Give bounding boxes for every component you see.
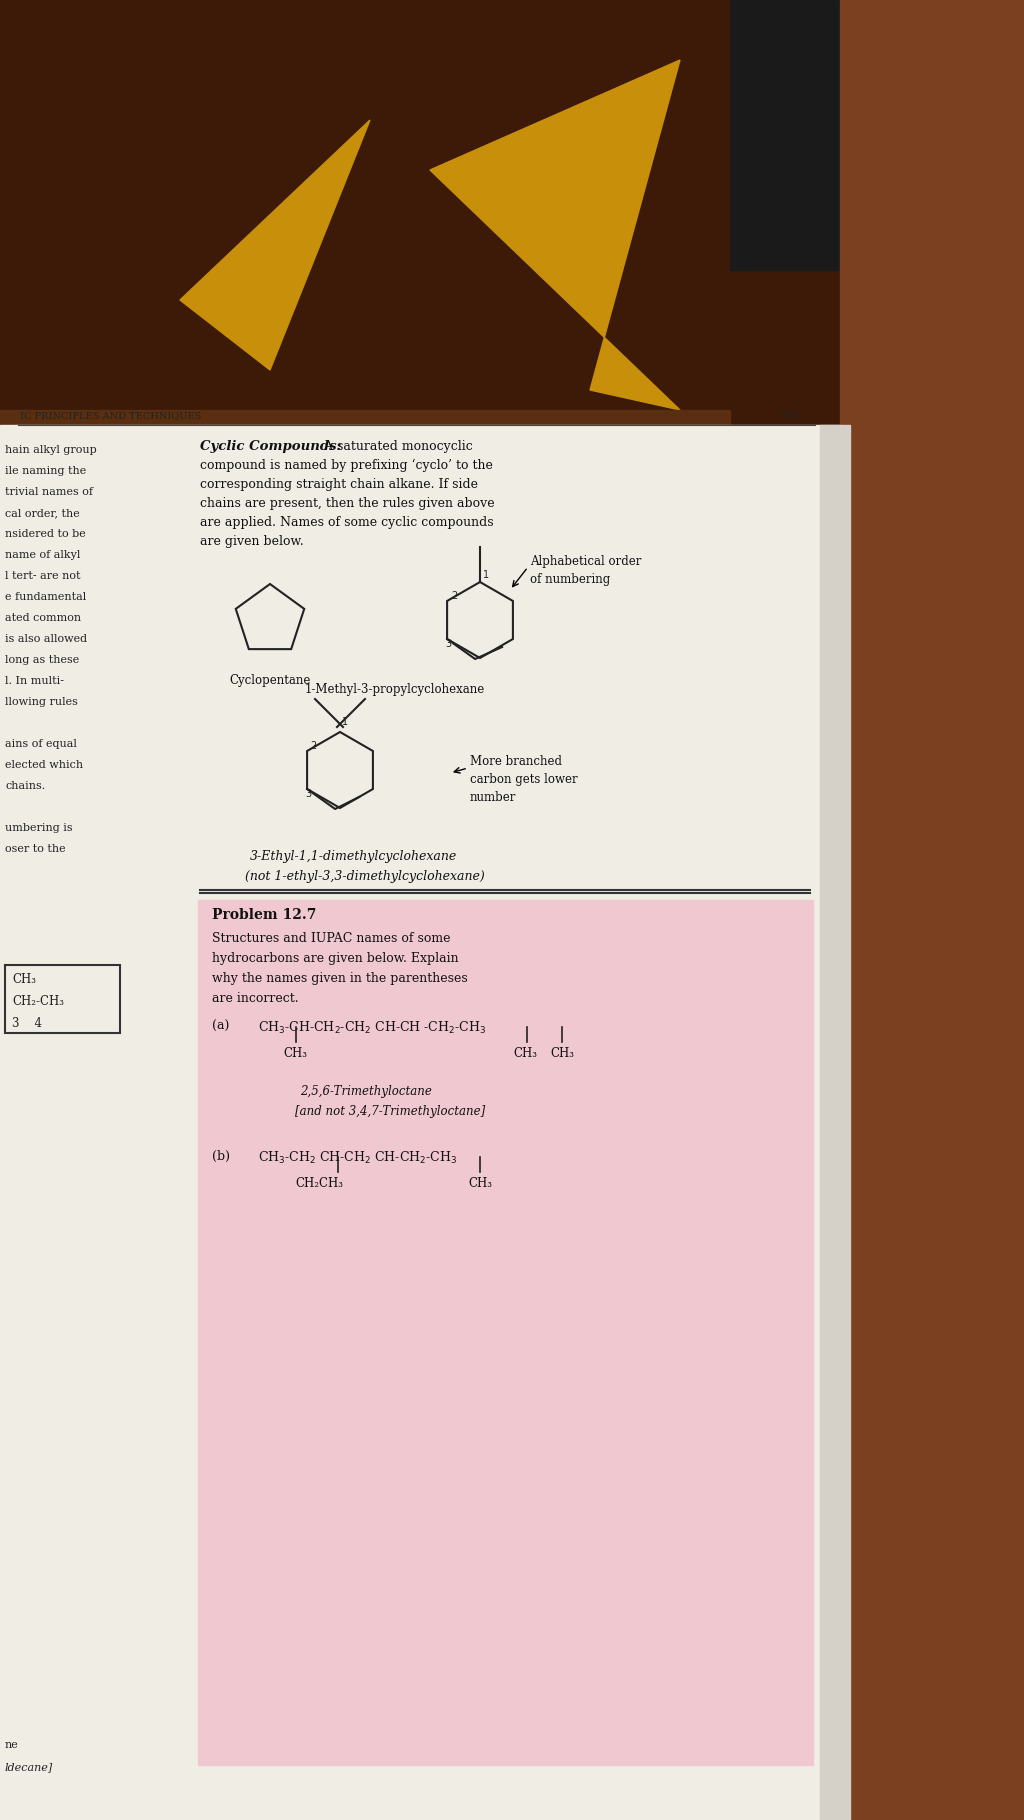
- Text: are applied. Names of some cyclic compounds: are applied. Names of some cyclic compou…: [200, 517, 494, 530]
- Text: Alphabetical order: Alphabetical order: [530, 555, 641, 568]
- Text: Cyclic Compounds:: Cyclic Compounds:: [200, 440, 341, 453]
- Bar: [198, 901, 813, 1765]
- Bar: [5, 965, 120, 1034]
- Text: CH$_3$-CH-CH$_2$-CH$_2$ CH-CH -CH$_2$-CH$_3$: CH$_3$-CH-CH$_2$-CH$_2$ CH-CH -CH$_2$-CH…: [258, 1019, 486, 1036]
- Text: IC PRINCIPLES AND TECHNIQUES: IC PRINCIPLES AND TECHNIQUES: [20, 411, 202, 420]
- Text: oser to the: oser to the: [5, 844, 66, 854]
- Text: corresponding straight chain alkane. If side: corresponding straight chain alkane. If …: [200, 479, 478, 491]
- Bar: [0, 410, 730, 490]
- Text: ldecane]: ldecane]: [5, 1762, 53, 1773]
- Text: CH₂CH₃: CH₂CH₃: [295, 1178, 343, 1190]
- Text: l. In multi-: l. In multi-: [5, 675, 63, 686]
- Text: 1: 1: [483, 570, 489, 581]
- Text: l tert- are not: l tert- are not: [5, 571, 81, 581]
- Text: ated common: ated common: [5, 613, 81, 622]
- Text: Cyclopentane: Cyclopentane: [229, 673, 310, 686]
- Bar: [820, 426, 850, 1820]
- Text: 2: 2: [452, 592, 458, 601]
- Text: 343: 343: [778, 410, 800, 420]
- Text: number: number: [470, 792, 516, 804]
- Text: hain alkyl group: hain alkyl group: [5, 446, 96, 455]
- Text: A saturated monocyclic: A saturated monocyclic: [319, 440, 473, 453]
- Text: ains of equal: ains of equal: [5, 739, 77, 750]
- Text: are given below.: are given below.: [200, 535, 304, 548]
- Bar: [0, 426, 840, 1820]
- Text: are incorrect.: are incorrect.: [212, 992, 299, 1005]
- Bar: [0, 0, 1024, 440]
- Text: why the names given in the parentheses: why the names given in the parentheses: [212, 972, 468, 985]
- Text: of numbering: of numbering: [530, 573, 610, 586]
- Text: 1: 1: [342, 717, 348, 726]
- Text: Structures and IUPAC names of some: Structures and IUPAC names of some: [212, 932, 451, 945]
- Text: 2: 2: [310, 741, 316, 752]
- Text: (a): (a): [212, 1019, 229, 1034]
- Text: name of alkyl: name of alkyl: [5, 550, 80, 561]
- Text: (b): (b): [212, 1150, 230, 1163]
- Text: 3: 3: [305, 790, 311, 799]
- Text: umbering is: umbering is: [5, 823, 73, 834]
- Text: chains.: chains.: [5, 781, 45, 792]
- Text: ile naming the: ile naming the: [5, 466, 86, 477]
- Text: 1-Methyl-3-propylcyclohexane: 1-Methyl-3-propylcyclohexane: [305, 682, 485, 695]
- Text: e fundamental: e fundamental: [5, 592, 86, 602]
- Text: CH₂-CH₃: CH₂-CH₃: [12, 996, 63, 1008]
- Text: chains are present, then the rules given above: chains are present, then the rules given…: [200, 497, 495, 510]
- Bar: [730, 0, 1024, 269]
- Text: Problem 12.7: Problem 12.7: [212, 908, 316, 923]
- Text: nsidered to be: nsidered to be: [5, 530, 86, 539]
- Text: long as these: long as these: [5, 655, 79, 664]
- Text: 2,5,6-Trimethyloctane: 2,5,6-Trimethyloctane: [300, 1085, 432, 1097]
- Text: CH₃: CH₃: [283, 1046, 307, 1059]
- Text: CH₃: CH₃: [12, 974, 36, 986]
- Bar: [840, 0, 1024, 1820]
- Text: cal order, the: cal order, the: [5, 508, 80, 519]
- Text: carbon gets lower: carbon gets lower: [470, 774, 578, 786]
- Text: CH$_3$-CH$_2$ CH-CH$_2$ CH-CH$_2$-CH$_3$: CH$_3$-CH$_2$ CH-CH$_2$ CH-CH$_2$-CH$_3$: [258, 1150, 458, 1167]
- Text: [and not 3,4,7-Trimethyloctane]: [and not 3,4,7-Trimethyloctane]: [295, 1105, 485, 1117]
- Text: 3: 3: [445, 639, 452, 650]
- Text: hydrocarbons are given below. Explain: hydrocarbons are given below. Explain: [212, 952, 459, 965]
- Text: 3    4: 3 4: [12, 1017, 42, 1030]
- Text: compound is named by prefixing ‘cyclo’ to the: compound is named by prefixing ‘cyclo’ t…: [200, 459, 493, 471]
- Text: elected which: elected which: [5, 761, 83, 770]
- Text: CH₃: CH₃: [513, 1046, 537, 1059]
- Text: More branched: More branched: [470, 755, 562, 768]
- Text: ne: ne: [5, 1740, 18, 1751]
- Text: (not 1-ethyl-3,3-dimethylcyclohexane): (not 1-ethyl-3,3-dimethylcyclohexane): [245, 870, 484, 883]
- Text: CH₃: CH₃: [468, 1178, 492, 1190]
- Text: llowing rules: llowing rules: [5, 697, 78, 706]
- Text: is also allowed: is also allowed: [5, 633, 87, 644]
- Polygon shape: [180, 120, 370, 369]
- Text: trivial names of: trivial names of: [5, 488, 93, 497]
- Polygon shape: [430, 60, 680, 410]
- Text: 3-Ethyl-1,1-dimethylcyclohexane: 3-Ethyl-1,1-dimethylcyclohexane: [250, 850, 458, 863]
- Text: CH₃: CH₃: [550, 1046, 574, 1059]
